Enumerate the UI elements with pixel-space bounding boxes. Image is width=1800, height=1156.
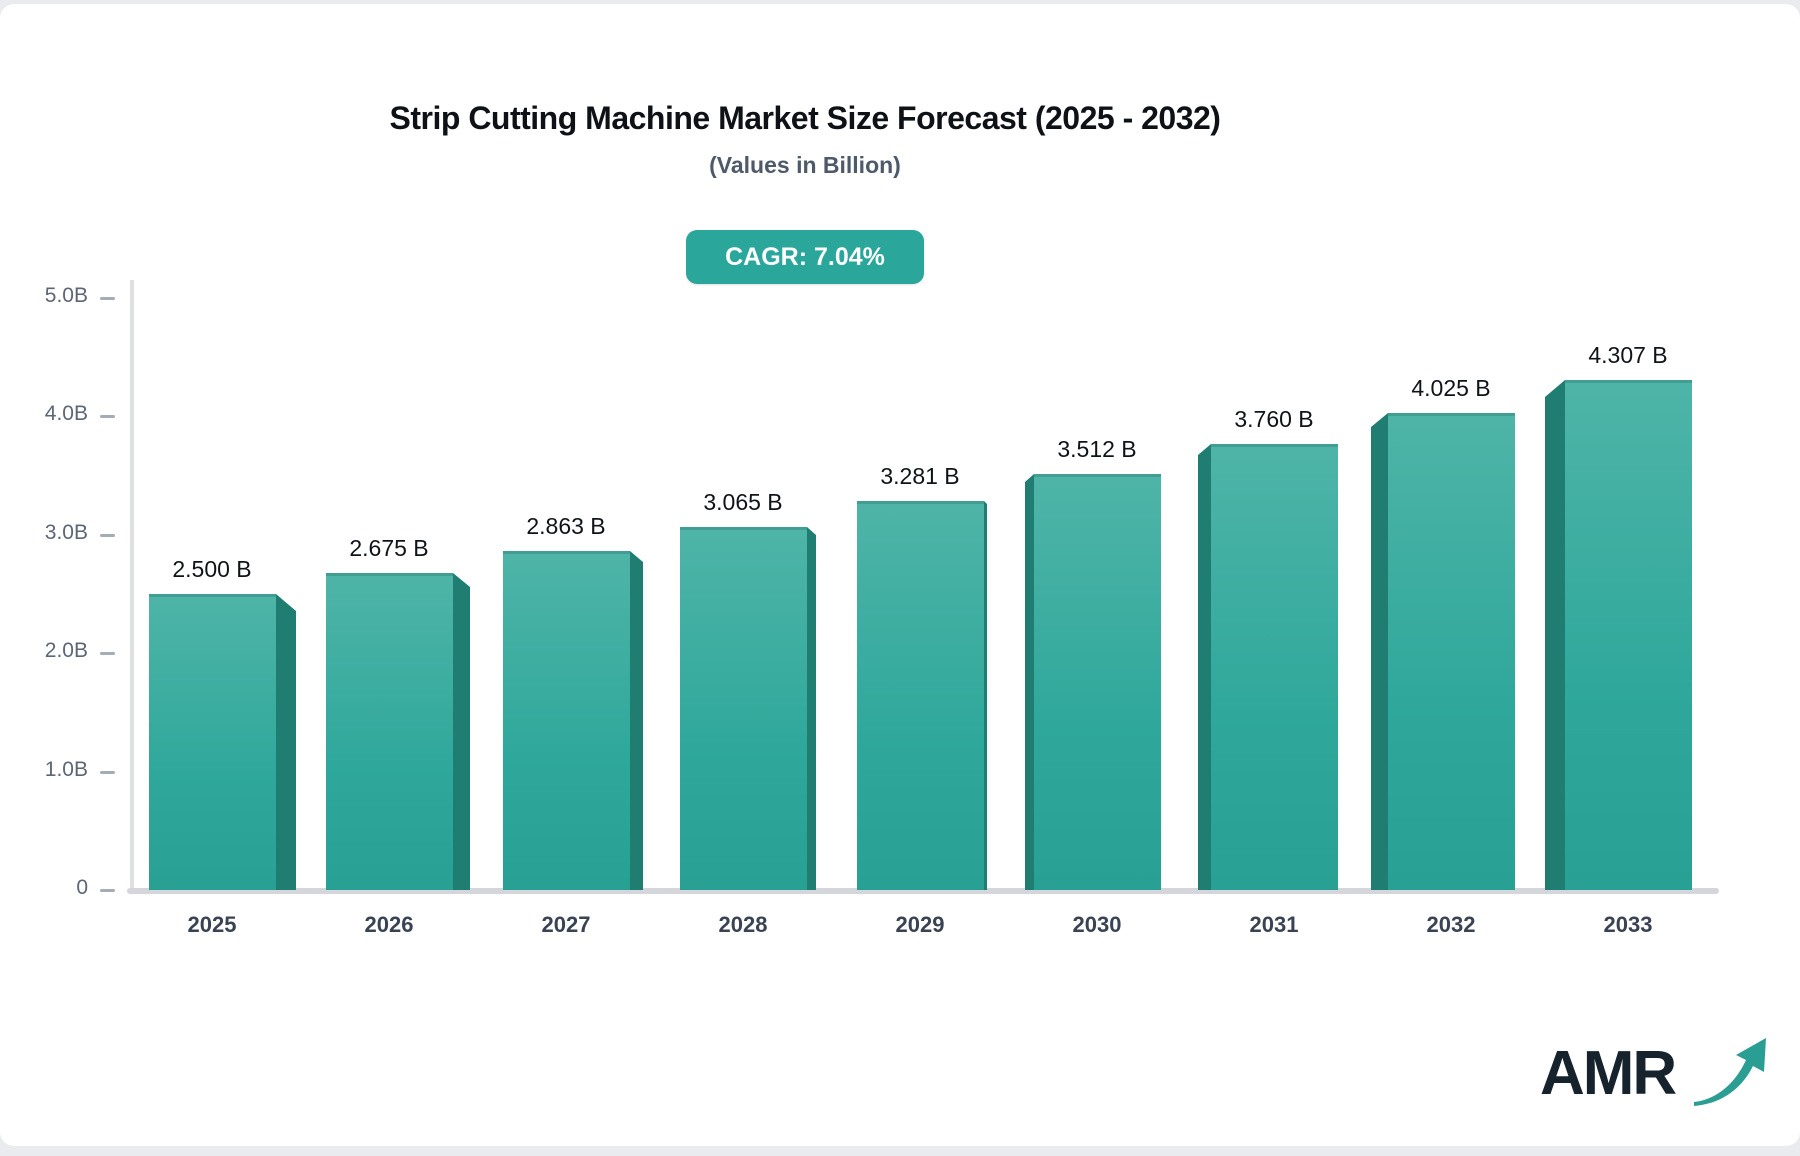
bar-side-2029 (984, 501, 987, 890)
y-tick-label: 0 (76, 876, 88, 899)
bar-side-2032 (1371, 413, 1388, 890)
value-label-2032: 4.025 B (1411, 375, 1491, 401)
bar-top-edge (149, 594, 276, 597)
year-label-2028: 2028 (718, 912, 768, 937)
bar-top-edge (503, 551, 630, 554)
bar-top-edge (857, 501, 984, 504)
year-label-2030: 2030 (1072, 912, 1122, 937)
bar-2029 (857, 501, 984, 890)
bar-side-2027 (630, 551, 643, 890)
year-label-2031: 2031 (1249, 912, 1299, 937)
year-label-2033: 2033 (1603, 912, 1653, 937)
y-tick-mark (100, 296, 115, 300)
bar-2032 (1388, 413, 1515, 890)
bar-2027 (503, 551, 630, 890)
bar-top-edge (1034, 474, 1161, 477)
x-axis-baseline (127, 888, 1719, 894)
bar-2033 (1565, 380, 1692, 890)
chart-title: Strip Cutting Machine Market Size Foreca… (389, 100, 1221, 136)
y-tick-mark (100, 533, 115, 537)
value-label-2025: 2.500 B (172, 556, 252, 582)
bar-top-edge (1388, 413, 1515, 416)
trend-up-arrow-icon (1694, 1038, 1766, 1106)
plot-area: 5.0B 4.0B 3.0B 2.0B 1.0B 0 2.500 B 2025 2.675 B 2… (0, 4, 1800, 1156)
value-label-2026: 2.675 B (349, 535, 429, 561)
chart-card: Strip Cutting Machine Market Size Foreca… (0, 4, 1800, 1146)
bar-2025 (149, 594, 276, 890)
amr-logo: AMR (1540, 1024, 1770, 1114)
cagr-badge: CAGR: 7.04% (686, 230, 924, 284)
bar-top-edge (680, 527, 807, 530)
bar-2028 (680, 527, 807, 890)
year-label-2027: 2027 (541, 912, 591, 937)
bar-side-2033 (1545, 380, 1565, 890)
y-tick-mark (100, 889, 115, 892)
value-label-2029: 3.281 B (880, 463, 960, 489)
bar-2031 (1211, 444, 1338, 890)
bar-side-2031 (1198, 444, 1211, 890)
value-label-2027: 2.863 B (526, 513, 606, 539)
year-label-2026: 2026 (364, 912, 414, 937)
y-tick-label: 2.0B (44, 639, 88, 662)
bar-side-2025 (276, 594, 296, 890)
y-tick-label: 1.0B (44, 757, 88, 781)
y-axis-line (130, 280, 134, 890)
year-label-2032: 2032 (1426, 912, 1476, 937)
bar-top-edge (326, 573, 453, 576)
y-tick-mark (100, 770, 115, 774)
y-tick-mark (100, 415, 115, 418)
y-tick-label: 5.0B (44, 283, 88, 307)
bar-2026 (326, 573, 453, 890)
y-tick-label: 3.0B (44, 520, 88, 544)
bar-2030 (1034, 474, 1161, 890)
bar-top-edge (1211, 444, 1338, 447)
bar-side-2026 (453, 573, 470, 890)
bar-top-edge (1565, 380, 1692, 383)
value-label-2030: 3.512 B (1057, 436, 1137, 462)
value-label-2031: 3.760 B (1234, 406, 1314, 432)
bar-side-2030 (1025, 474, 1034, 890)
y-tick-label: 4.0B (44, 402, 88, 425)
y-tick-mark (100, 652, 115, 655)
amr-logo-text: AMR (1540, 1039, 1677, 1108)
value-label-2028: 3.065 B (703, 489, 783, 515)
bar-side-2028 (807, 527, 816, 890)
value-label-2033: 4.307 B (1588, 342, 1668, 368)
year-label-2025: 2025 (187, 912, 237, 937)
chart-subtitle: (Values in Billion) (709, 152, 901, 178)
year-label-2029: 2029 (895, 912, 945, 937)
